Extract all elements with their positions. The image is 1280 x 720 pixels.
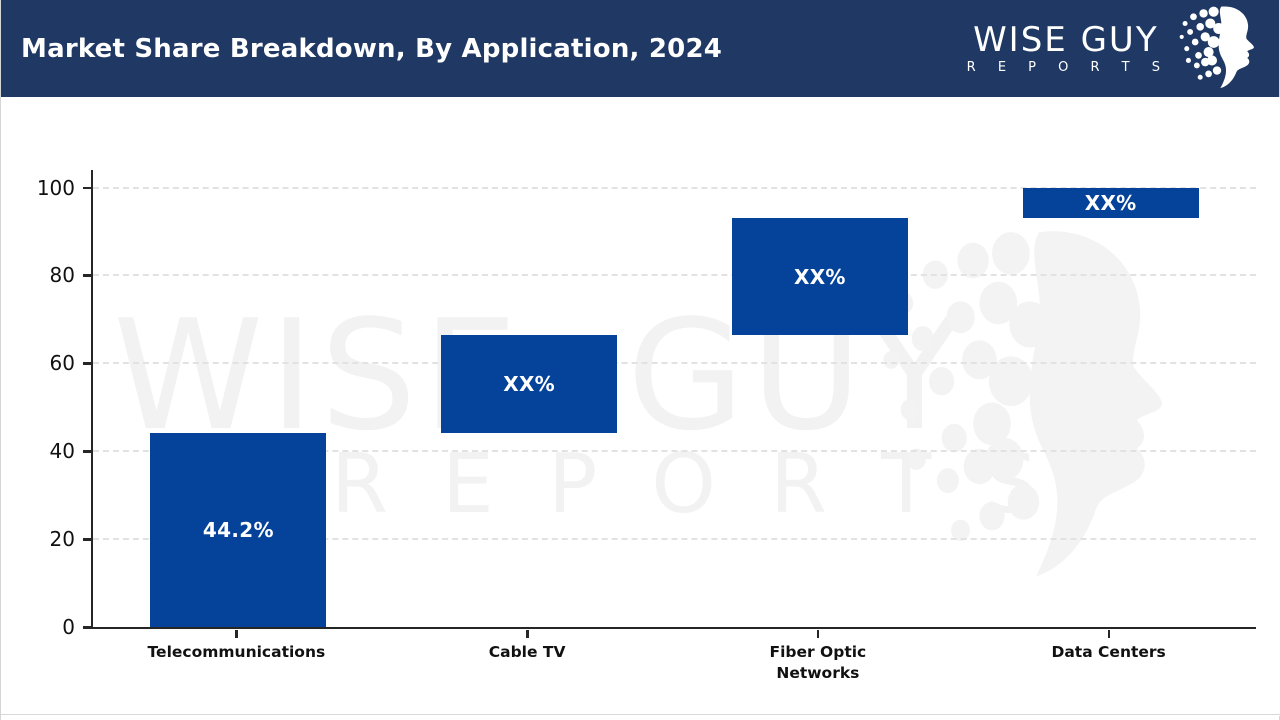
report-header: Market Share Breakdown, By Application, …	[1, 0, 1279, 97]
gridline-y20	[93, 538, 1256, 541]
bar-value-label: XX%	[1084, 190, 1137, 215]
bar-telecommunications: 44.2%	[150, 432, 327, 627]
y-tick-mark	[83, 538, 91, 541]
bar-value-label: XX%	[503, 371, 556, 396]
y-tick-label: 60	[49, 351, 75, 376]
watermark-face-icon	[866, 225, 1181, 584]
logo-wordmark: WISE GUY R E P O R T S	[963, 23, 1169, 74]
x-category-label: Data Centers	[1051, 643, 1166, 661]
y-tick-label: 80	[49, 263, 75, 288]
dotted-face-logo-icon	[1171, 5, 1263, 93]
y-tick-label: 100	[36, 175, 75, 200]
bar-cable-tv: XX%	[441, 335, 618, 433]
gridline-y40	[93, 450, 1256, 453]
footer-divider	[1, 714, 1280, 715]
x-category-label: Telecommunications	[147, 643, 326, 661]
x-tick-mark	[526, 629, 529, 638]
gridline-y60	[93, 362, 1256, 365]
y-tick-mark	[83, 274, 91, 277]
x-tick-mark	[235, 629, 238, 638]
x-tick-mark	[1107, 629, 1111, 638]
gridline-y100	[93, 186, 1256, 189]
logo-brand-subtitle: R E P O R T S	[966, 60, 1169, 75]
bar-data-centers: XX%	[1022, 187, 1199, 219]
bar-value-label: 44.2%	[202, 517, 274, 542]
y-tick-label: 0	[62, 615, 75, 639]
x-category-label: Cable TV	[488, 643, 566, 661]
y-tick-mark	[83, 186, 91, 190]
x-tick-mark	[816, 629, 820, 638]
plot-area: 44.2% XX% XX% XX%	[91, 170, 1256, 629]
y-tick-label: 20	[49, 527, 75, 552]
y-tick-mark	[83, 626, 91, 629]
bar-fiber-optic-networks: XX%	[731, 218, 908, 336]
x-category-label: Fiber Optic Networks	[769, 643, 867, 682]
y-tick-label: 40	[49, 439, 75, 464]
bar-value-label: XX%	[793, 264, 846, 289]
wise-guy-reports-logo: WISE GUY R E P O R T S	[963, 5, 1263, 93]
logo-brand-name: WISE GUY	[973, 20, 1159, 60]
y-tick-mark	[83, 450, 91, 453]
gridline-y80	[93, 274, 1256, 277]
y-tick-mark	[83, 362, 91, 365]
page-title: Market Share Breakdown, By Application, …	[21, 33, 723, 64]
